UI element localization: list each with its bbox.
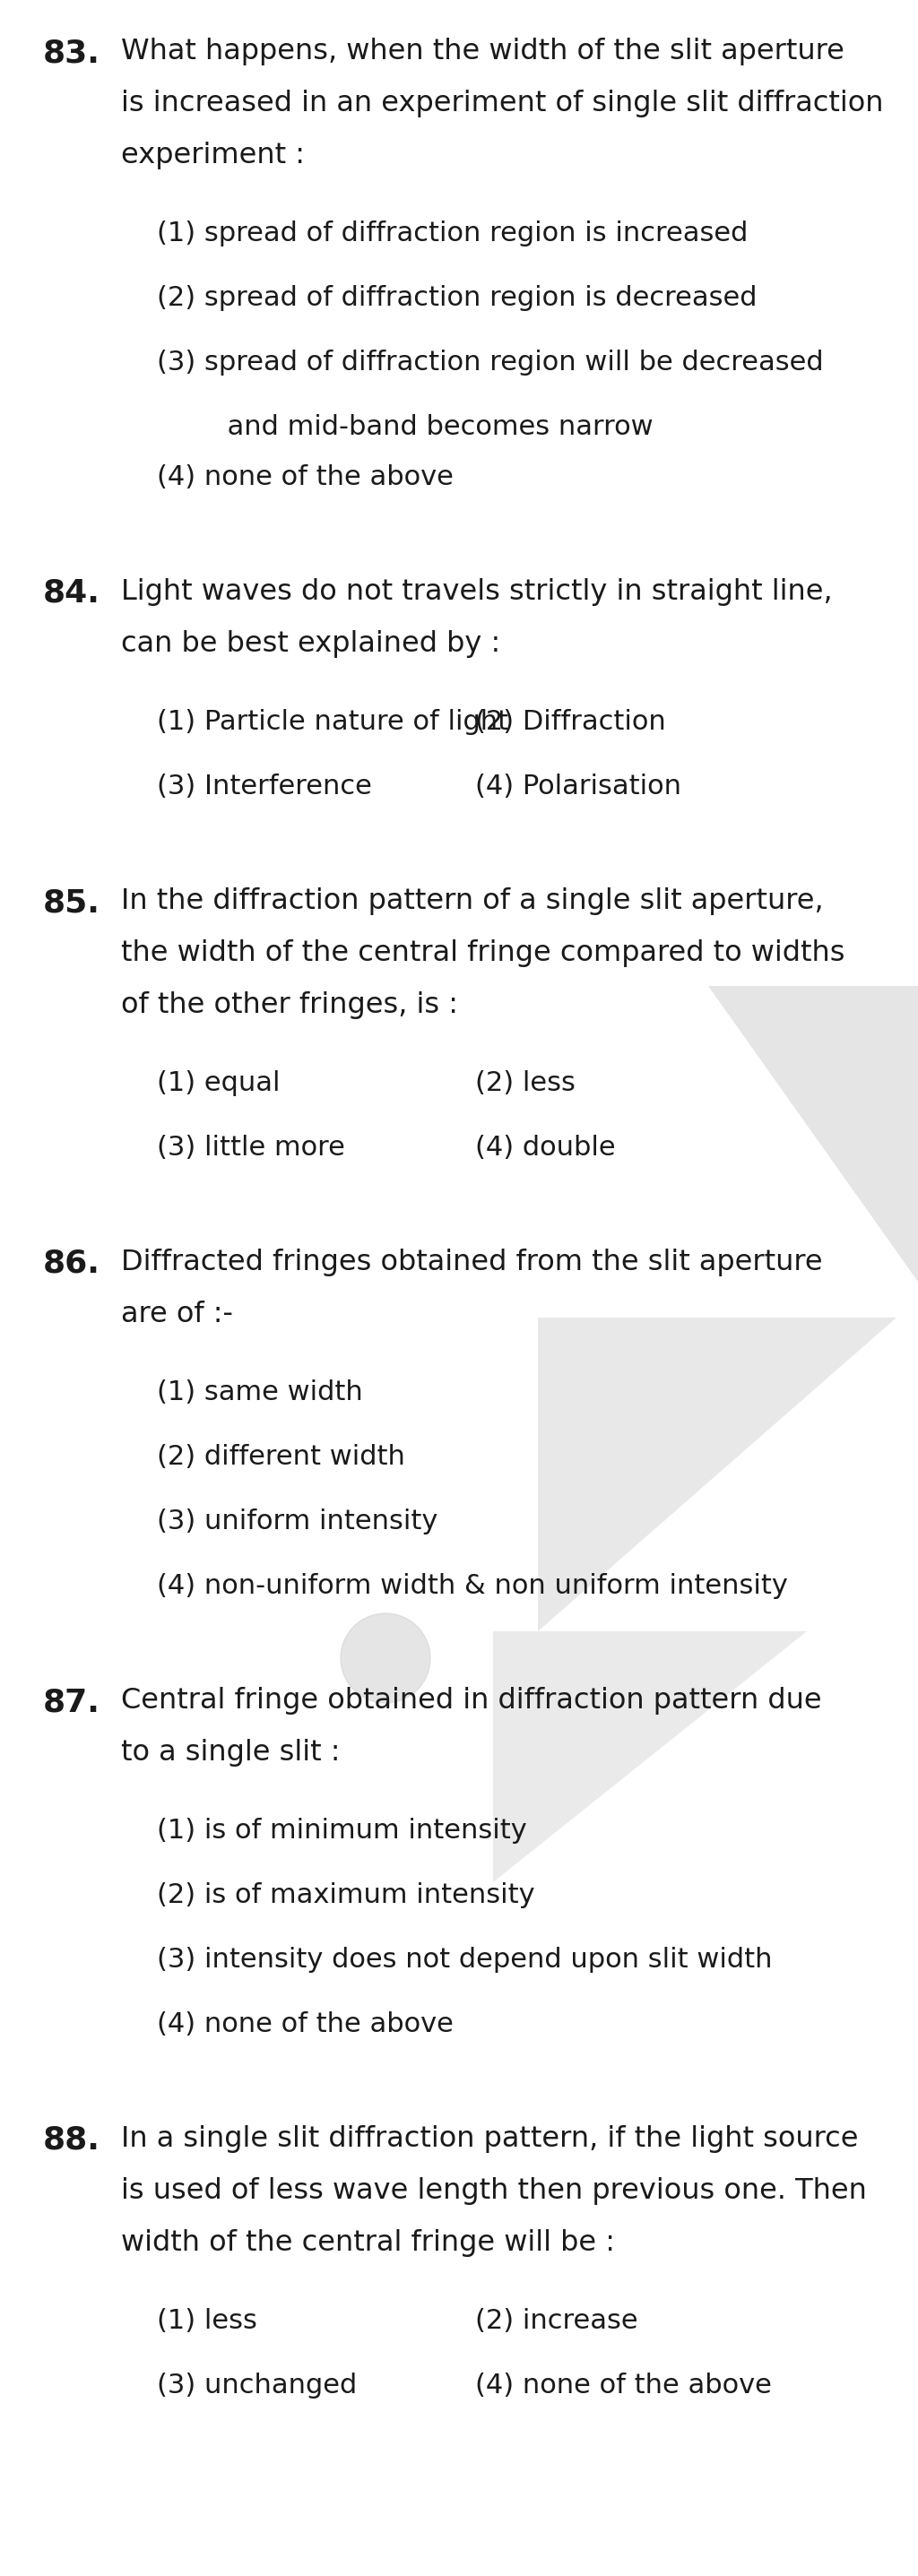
- Text: (2) less: (2) less: [476, 1069, 576, 1097]
- Text: (1) same width: (1) same width: [157, 1378, 363, 1406]
- Text: 86.: 86.: [43, 1249, 100, 1280]
- Text: (1) Particle nature of light: (1) Particle nature of light: [157, 708, 509, 734]
- Text: the width of the central fringe compared to widths: the width of the central fringe compared…: [121, 940, 845, 966]
- Text: (3) unchanged: (3) unchanged: [157, 2372, 357, 2398]
- Text: 87.: 87.: [43, 1687, 100, 1718]
- Text: (1) equal: (1) equal: [157, 1069, 280, 1097]
- Text: (4) Polarisation: (4) Polarisation: [476, 773, 681, 799]
- Text: of the other fringes, is :: of the other fringes, is :: [121, 992, 458, 1020]
- Text: is used of less wave length then previous one. Then: is used of less wave length then previou…: [121, 2177, 867, 2205]
- Text: (3) uniform intensity: (3) uniform intensity: [157, 1510, 438, 1535]
- Text: (2) is of maximum intensity: (2) is of maximum intensity: [157, 1883, 535, 1909]
- Text: to a single slit :: to a single slit :: [121, 1739, 341, 1767]
- Text: are of :-: are of :-: [121, 1301, 233, 1329]
- Text: and mid-band becomes narrow: and mid-band becomes narrow: [174, 415, 654, 440]
- Text: (3) intensity does not depend upon slit width: (3) intensity does not depend upon slit …: [157, 1947, 772, 1973]
- Text: 84.: 84.: [43, 577, 100, 608]
- Text: 85.: 85.: [43, 886, 100, 917]
- Text: Central fringe obtained in diffraction pattern due: Central fringe obtained in diffraction p…: [121, 1687, 822, 1716]
- Text: (2) increase: (2) increase: [476, 2308, 638, 2334]
- Text: 83.: 83.: [43, 39, 100, 67]
- Text: (4) none of the above: (4) none of the above: [157, 2012, 453, 2038]
- Text: (2) spread of diffraction region is decreased: (2) spread of diffraction region is decr…: [157, 286, 757, 312]
- Text: can be best explained by :: can be best explained by :: [121, 631, 500, 657]
- Text: Diffracted fringes obtained from the slit aperture: Diffracted fringes obtained from the sli…: [121, 1249, 823, 1275]
- Text: (4) non-uniform width & non uniform intensity: (4) non-uniform width & non uniform inte…: [157, 1574, 788, 1600]
- Text: Light waves do not travels strictly in straight line,: Light waves do not travels strictly in s…: [121, 577, 833, 605]
- Text: (4) none of the above: (4) none of the above: [157, 464, 453, 489]
- Polygon shape: [493, 1631, 807, 1883]
- Polygon shape: [538, 1316, 897, 1631]
- Text: 88.: 88.: [43, 2125, 100, 2156]
- Text: (4) none of the above: (4) none of the above: [476, 2372, 772, 2398]
- Text: (4) double: (4) double: [476, 1136, 616, 1162]
- Text: is increased in an experiment of single slit diffraction: is increased in an experiment of single …: [121, 90, 883, 118]
- Circle shape: [341, 1613, 431, 1703]
- Text: (2) different width: (2) different width: [157, 1445, 405, 1471]
- Text: experiment :: experiment :: [121, 142, 305, 170]
- Text: (1) spread of diffraction region is increased: (1) spread of diffraction region is incr…: [157, 222, 748, 247]
- Polygon shape: [708, 987, 918, 1283]
- Text: (2) Diffraction: (2) Diffraction: [476, 708, 666, 734]
- Text: In a single slit diffraction pattern, if the light source: In a single slit diffraction pattern, if…: [121, 2125, 858, 2154]
- Text: What happens, when the width of the slit aperture: What happens, when the width of the slit…: [121, 39, 845, 64]
- Text: (3) spread of diffraction region will be decreased: (3) spread of diffraction region will be…: [157, 350, 823, 376]
- Text: width of the central fringe will be :: width of the central fringe will be :: [121, 2228, 615, 2257]
- Text: (1) is of minimum intensity: (1) is of minimum intensity: [157, 1819, 527, 1844]
- Text: (1) less: (1) less: [157, 2308, 257, 2334]
- Text: (3) little more: (3) little more: [157, 1136, 345, 1162]
- Text: In the diffraction pattern of a single slit aperture,: In the diffraction pattern of a single s…: [121, 886, 823, 914]
- Text: (3) Interference: (3) Interference: [157, 773, 372, 799]
